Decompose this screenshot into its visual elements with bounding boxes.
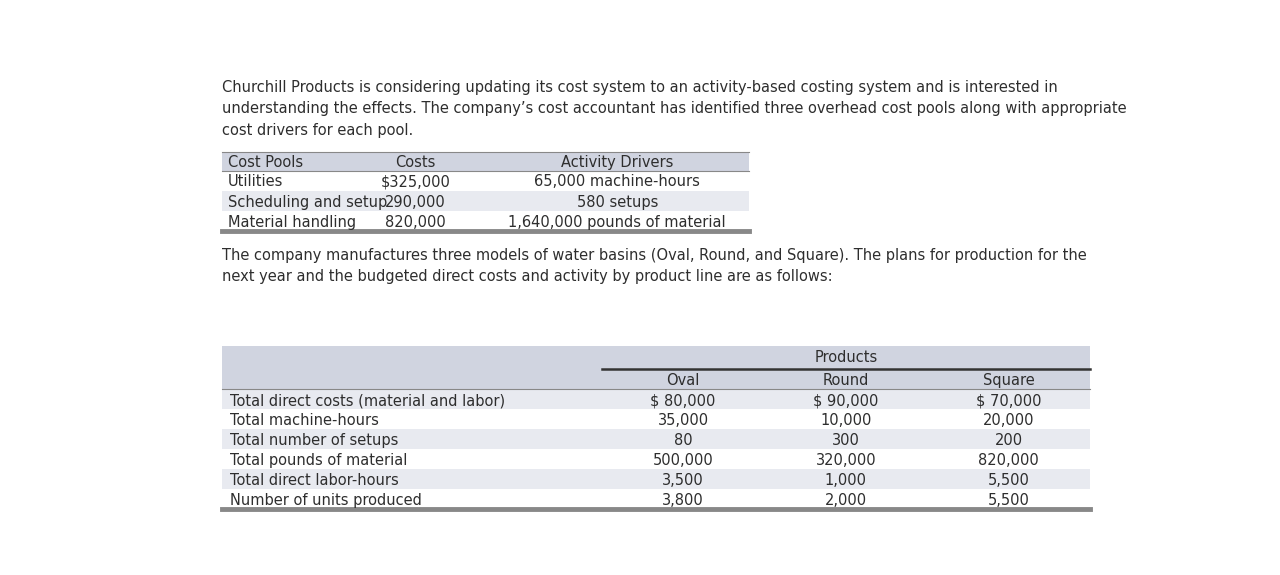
Text: 65,000 machine-hours: 65,000 machine-hours	[534, 174, 700, 190]
Text: 2,000: 2,000	[824, 493, 867, 508]
Text: 320,000: 320,000	[815, 453, 877, 468]
Text: 580 setups: 580 setups	[576, 194, 658, 209]
Text: The company manufactures three models of water basins (Oval, Round, and Square).: The company manufactures three models of…	[221, 248, 1087, 284]
Text: 20,000: 20,000	[983, 413, 1034, 428]
Text: Number of units produced: Number of units produced	[229, 493, 421, 508]
Text: Total pounds of material: Total pounds of material	[229, 453, 407, 468]
Text: Material handling: Material handling	[228, 214, 356, 229]
Text: $ 70,000: $ 70,000	[975, 393, 1042, 408]
Bar	[221, 346, 1091, 369]
Text: Costs: Costs	[396, 155, 436, 170]
Bar	[221, 469, 1091, 489]
Text: 1,640,000 pounds of material: 1,640,000 pounds of material	[508, 214, 726, 229]
Text: $325,000: $325,000	[381, 174, 451, 190]
Text: 3,800: 3,800	[662, 493, 704, 508]
Bar	[221, 389, 1091, 409]
Text: 35,000: 35,000	[658, 413, 709, 428]
Text: Total machine-hours: Total machine-hours	[229, 413, 379, 428]
Text: 820,000: 820,000	[385, 214, 447, 229]
Text: Products: Products	[814, 350, 878, 365]
Text: 290,000: 290,000	[385, 194, 447, 209]
Text: Cost Pools: Cost Pools	[228, 155, 303, 170]
Text: 10,000: 10,000	[820, 413, 872, 428]
Text: Total direct labor-hours: Total direct labor-hours	[229, 473, 398, 488]
Text: 5,500: 5,500	[988, 493, 1029, 508]
Bar	[221, 369, 1091, 389]
Text: Scheduling and setup: Scheduling and setup	[228, 194, 388, 209]
Text: 500,000: 500,000	[653, 453, 713, 468]
Text: Churchill Products is considering updating its cost system to an activity-based : Churchill Products is considering updati…	[221, 80, 1126, 138]
Text: 80: 80	[673, 433, 692, 448]
Text: 3,500: 3,500	[662, 473, 704, 488]
Text: Round: Round	[823, 373, 869, 388]
Bar	[221, 152, 749, 171]
Text: 5,500: 5,500	[988, 473, 1029, 488]
Text: 300: 300	[832, 433, 860, 448]
Text: Total number of setups: Total number of setups	[229, 433, 398, 448]
Text: $ 90,000: $ 90,000	[813, 393, 878, 408]
Text: Oval: Oval	[667, 373, 700, 388]
Text: Total direct costs (material and labor): Total direct costs (material and labor)	[229, 393, 504, 408]
Bar	[221, 430, 1091, 450]
Text: 1,000: 1,000	[824, 473, 867, 488]
Text: Utilities: Utilities	[228, 174, 284, 190]
Text: $ 80,000: $ 80,000	[650, 393, 716, 408]
Text: Square: Square	[983, 373, 1034, 388]
Text: 820,000: 820,000	[978, 453, 1039, 468]
Text: 200: 200	[995, 433, 1023, 448]
Text: Activity Drivers: Activity Drivers	[561, 155, 673, 170]
Bar	[221, 191, 749, 210]
